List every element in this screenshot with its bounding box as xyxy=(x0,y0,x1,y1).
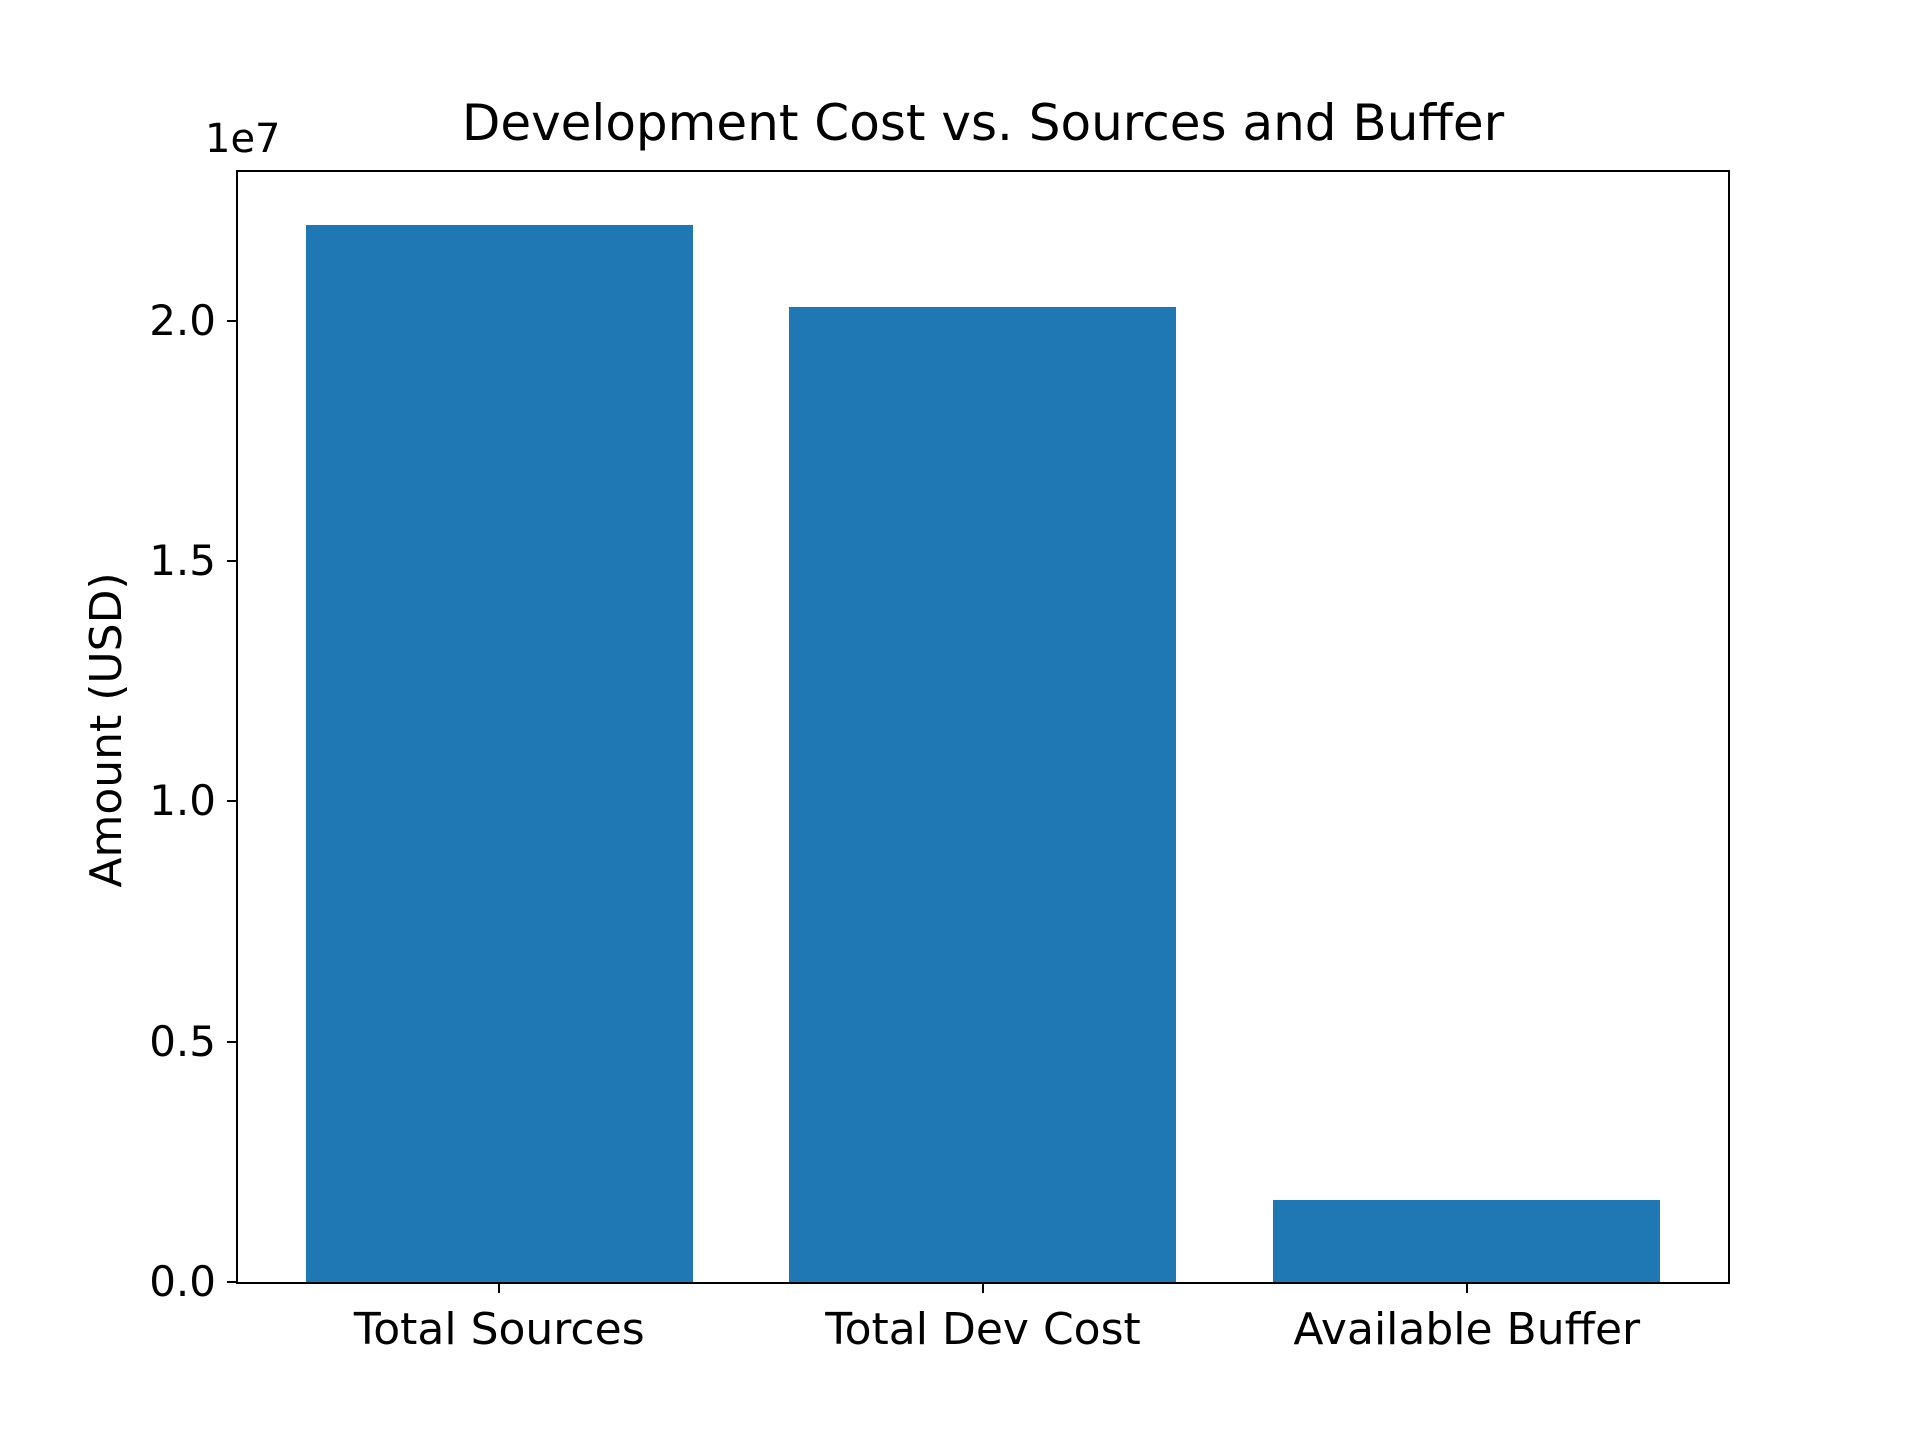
x-tick-label-available-buffer: Available Buffer xyxy=(1293,1304,1641,1355)
y-tick-label-0-5: 0.5 xyxy=(149,1016,216,1066)
y-tick-label-1-0: 1.0 xyxy=(149,776,216,826)
y-axis-label: Amount (USD) xyxy=(81,572,132,888)
y-tick-label-1-5: 1.5 xyxy=(149,536,216,586)
x-tick-mark xyxy=(982,1284,984,1293)
bar-available-buffer xyxy=(1273,1200,1661,1282)
y-tick-mark xyxy=(227,1281,236,1283)
y-tick-label-2-0: 2.0 xyxy=(149,295,216,345)
y-axis-offset-text: 1e7 xyxy=(205,116,281,162)
bar-total-sources xyxy=(305,224,693,1282)
x-tick-label-total-dev-cost: Total Dev Cost xyxy=(825,1304,1141,1355)
y-tick-mark xyxy=(227,800,236,803)
y-tick-label-0-0: 0.0 xyxy=(149,1257,216,1306)
x-tick-mark xyxy=(1465,1284,1468,1293)
bar-total-dev-cost xyxy=(789,306,1177,1282)
x-tick-mark xyxy=(498,1284,501,1293)
chart-title: Development Cost vs. Sources and Buffer xyxy=(461,94,1505,152)
y-tick-mark xyxy=(227,319,236,322)
y-tick-mark xyxy=(227,560,236,563)
y-tick-mark xyxy=(227,1040,236,1043)
plot-area: 0.0 0.5 1.0 1.5 2.0 Total Sources Total Dev Co… xyxy=(149,170,1730,1355)
x-tick-label-total-sources: Total Sources xyxy=(353,1304,645,1355)
